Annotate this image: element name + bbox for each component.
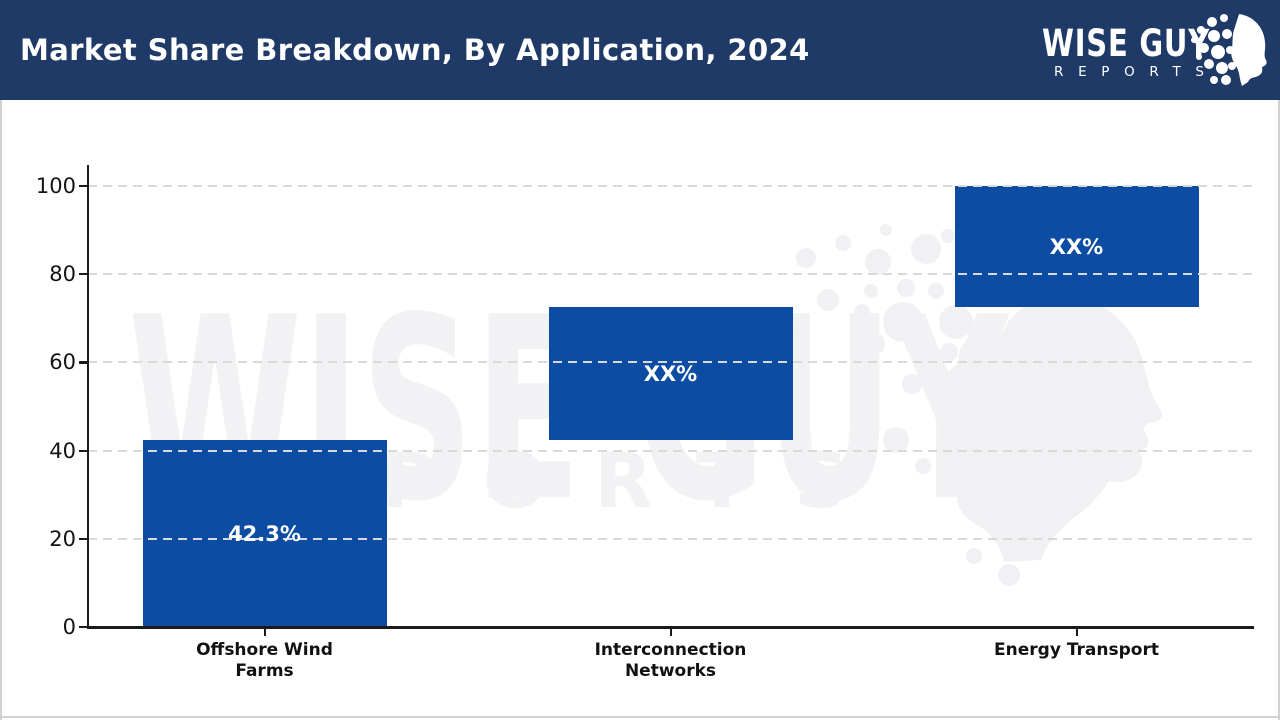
bar-interconnection-networks — [548, 307, 793, 441]
gridline-100 — [88, 185, 1253, 187]
x-axis — [86, 626, 1254, 629]
category-label-energy-transport: Energy Transport — [917, 640, 1237, 661]
logo-wordmark: WISE GUY — [1042, 22, 1210, 65]
x-tick — [263, 628, 266, 636]
y-tick-label-0: 0 — [62, 615, 76, 639]
category-label-line: Energy Transport — [994, 640, 1159, 660]
y-tick-20 — [79, 537, 88, 540]
bar-value-label: XX% — [1049, 234, 1104, 259]
gridline-60 — [88, 361, 1253, 364]
gridline-20 — [88, 537, 1253, 540]
x-tick — [1075, 628, 1078, 636]
y-axis — [86, 165, 89, 629]
page-border-left — [0, 100, 2, 720]
category-label-interconnection-networks: Interconnection Networks — [511, 640, 831, 682]
category-label-offshore-wind-farms: Offshore Wind Farms — [105, 640, 425, 682]
chart-title: Market Share Breakdown, By Application, … — [20, 33, 810, 67]
bar-energy-transport — [954, 186, 1199, 308]
y-tick-label-80: 80 — [49, 262, 76, 287]
x-tick — [669, 628, 672, 636]
bar-offshore-wind-farms — [142, 440, 387, 627]
y-tick-60 — [79, 361, 88, 364]
logo-subtext: REPORTS — [1054, 64, 1204, 80]
category-label-line: Networks — [624, 661, 717, 681]
wise-guy-reports-logo: WISE GUY REPORTS — [1042, 14, 1267, 86]
y-tick-label-40: 40 — [49, 438, 76, 463]
header: Market Share Breakdown, By Application, … — [0, 0, 1280, 100]
bar-value-label: 42.3% — [228, 521, 301, 546]
category-label-line: Interconnection — [594, 640, 747, 660]
page-border-bottom — [0, 716, 1280, 718]
category-label-line: Offshore Wind — [196, 640, 333, 660]
category-label-line: Farms — [235, 661, 294, 681]
logo-face-icon — [1191, 14, 1267, 86]
y-tick-label-100: 100 — [35, 174, 76, 198]
y-tick-40 — [79, 449, 88, 452]
y-tick-0 — [79, 626, 88, 629]
bar-value-label: XX% — [643, 361, 698, 386]
page-border-right — [1278, 100, 1280, 720]
gridline-40 — [88, 449, 1253, 452]
y-tick-80 — [79, 273, 88, 276]
gridline-80 — [88, 273, 1253, 276]
y-tick-label-60: 60 — [49, 350, 76, 375]
y-tick-100 — [79, 185, 88, 188]
y-tick-label-20: 20 — [49, 526, 76, 551]
